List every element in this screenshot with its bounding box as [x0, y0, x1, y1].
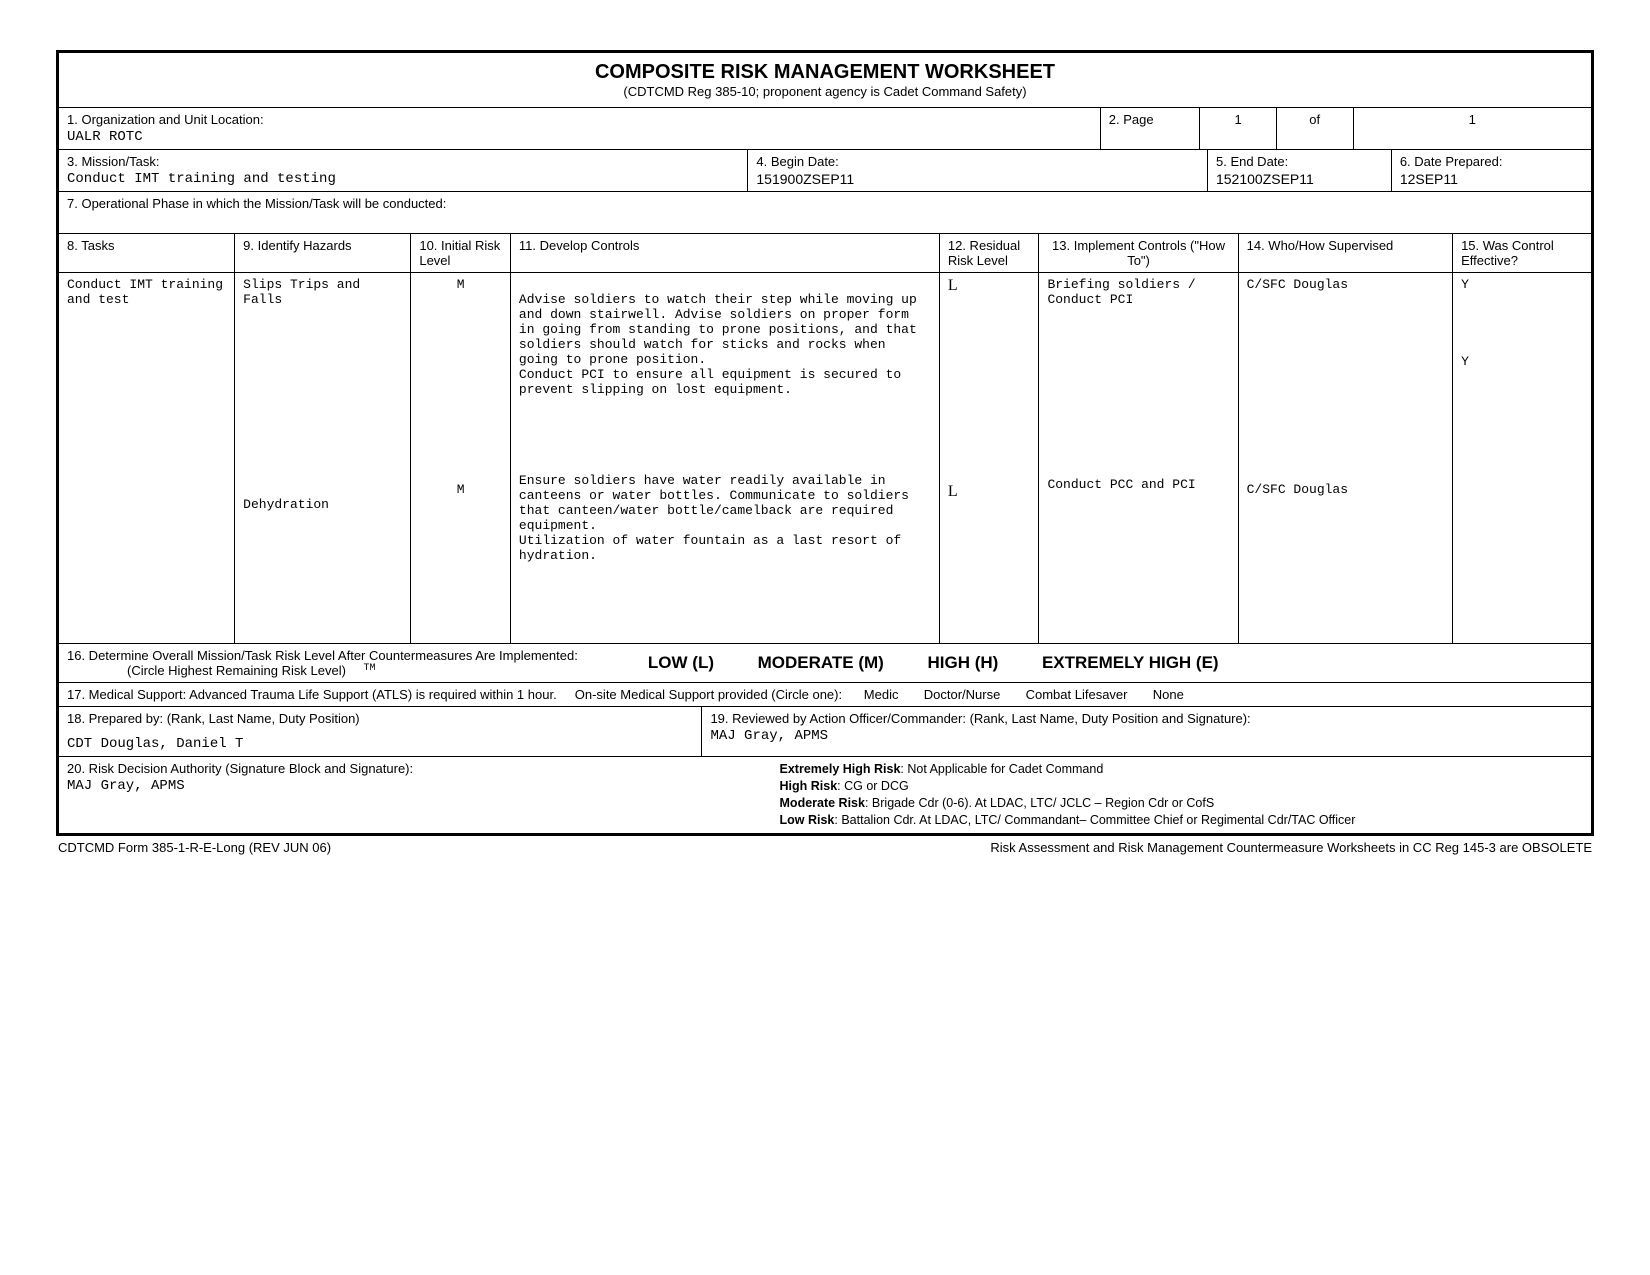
f6-label: 6. Date Prepared: — [1400, 154, 1583, 169]
col-initial: 10. Initial Risk Level — [411, 234, 511, 273]
f1-value: UALR ROTC — [67, 127, 1092, 145]
risk-ext: EXTREMELY HIGH (E) — [1042, 653, 1219, 672]
r1-controls: Advise soldiers to watch their step whil… — [519, 292, 931, 397]
row-overall-risk: 16. Determine Overall Mission/Task Risk … — [59, 644, 1591, 683]
effective-cell: Y Y — [1453, 273, 1591, 644]
row-org-page: 1. Organization and Unit Location: UALR … — [59, 108, 1591, 150]
r2-who: C/SFC Douglas — [1247, 482, 1444, 497]
col-residual: 12. Residual Risk Level — [940, 234, 1040, 273]
f6-value: 12SEP11 — [1400, 169, 1583, 187]
row-prepared-reviewed: 18. Prepared by: (Rank, Last Name, Duty … — [59, 707, 1591, 757]
row-decision-authority: 20. Risk Decision Authority (Signature B… — [59, 757, 1591, 833]
r2-implement: Conduct PCC and PCI — [1047, 477, 1229, 492]
row-task-headers: 8. Tasks 9. Identify Hazards 10. Initial… — [59, 234, 1591, 273]
f20-l-v: : Battalion Cdr. At LDAC, LTC/ Commandan… — [834, 813, 1355, 827]
f20-value: MAJ Gray, APMS — [67, 776, 780, 794]
f7-label: 7. Operational Phase in which the Missio… — [67, 196, 1583, 211]
f20-eh-l: Extremely High Risk — [780, 762, 901, 776]
f20-h-l: High Risk — [780, 779, 838, 793]
f5-value: 152100ZSEP11 — [1216, 169, 1383, 187]
hazard-cell: Slips Trips and Falls Dehydration — [235, 273, 411, 644]
f19-label: 19. Reviewed by Action Officer/Commander… — [710, 711, 1583, 726]
implement-cell: Briefing soldiers / Conduct PCI Conduct … — [1039, 273, 1238, 644]
cell-prepared-by: 18. Prepared by: (Rank, Last Name, Duty … — [59, 707, 702, 757]
cell-page-total: 1 — [1354, 108, 1591, 150]
form-title: COMPOSITE RISK MANAGEMENT WORKSHEET — [67, 61, 1583, 84]
f17-opts: Medic Doctor/Nurse Combat Lifesaver None — [864, 687, 1184, 702]
r2-hazard: Dehydration — [243, 497, 402, 512]
r1-task: Conduct IMT training and test — [67, 277, 223, 307]
f20-label: 20. Risk Decision Authority (Signature B… — [67, 761, 780, 776]
f4-label: 4. Begin Date: — [756, 154, 1199, 169]
r1-implement: Briefing soldiers / Conduct PCI — [1047, 277, 1229, 307]
cell-page-label: 2. Page — [1101, 108, 1201, 150]
r2-controls: Ensure soldiers have water readily avail… — [519, 473, 931, 563]
footer: CDTCMD Form 385-1-R-E-Long (REV JUN 06) … — [56, 836, 1594, 859]
f20-m-v: : Brigade Cdr (0-6). At LDAC, LTC/ JCLC … — [865, 796, 1214, 810]
cell-phase: 7. Operational Phase in which the Missio… — [59, 192, 1591, 234]
risk-high: HIGH (H) — [927, 653, 998, 672]
initial-cell: M M — [411, 273, 511, 644]
cell-mission: 3. Mission/Task: Conduct IMT training an… — [59, 150, 748, 192]
r2-initial: M — [419, 482, 502, 497]
f1-label: 1. Organization and Unit Location: — [67, 112, 1092, 127]
f3-label: 3. Mission/Task: — [67, 154, 739, 169]
form-subtitle: (CDTCMD Reg 385-10; proponent agency is … — [67, 84, 1583, 99]
r1-hazard: Slips Trips and Falls — [243, 277, 402, 307]
f4-value: 151900ZSEP11 — [756, 169, 1199, 187]
f18-label: 18. Prepared by: (Rank, Last Name, Duty … — [67, 711, 693, 726]
col-hazards: 9. Identify Hazards — [235, 234, 411, 273]
task-cell: Conduct IMT training and test — [59, 273, 235, 644]
r1-eff1: Y — [1461, 277, 1583, 292]
who-cell: C/SFC Douglas C/SFC Douglas — [1239, 273, 1453, 644]
row-mission-dates: 3. Mission/Task: Conduct IMT training an… — [59, 150, 1591, 192]
f19-value: MAJ Gray, APMS — [710, 726, 1583, 744]
cell-begin: 4. Begin Date: 151900ZSEP11 — [748, 150, 1208, 192]
f2-label: 2. Page — [1109, 112, 1192, 127]
risk-low: LOW (L) — [648, 653, 714, 672]
f18-value: CDT Douglas, Daniel T — [67, 734, 693, 752]
row-medical: 17. Medical Support: Advanced Trauma Lif… — [59, 683, 1591, 707]
f16-label-a: 16. Determine Overall Mission/Task Risk … — [67, 648, 628, 663]
cell-reviewed-by: 19. Reviewed by Action Officer/Commander… — [702, 707, 1591, 757]
crm-worksheet: COMPOSITE RISK MANAGEMENT WORKSHEET (CDT… — [56, 50, 1594, 836]
col-controls: 11. Develop Controls — [511, 234, 940, 273]
f2-total: 1 — [1362, 112, 1583, 127]
controls-cell: Advise soldiers to watch their step whil… — [511, 273, 940, 644]
f20-eh-v: : Not Applicable for Cadet Command — [900, 762, 1103, 776]
f2-of: of — [1285, 112, 1345, 127]
col-effective: 15. Was Control Effective? — [1453, 234, 1591, 273]
risk-level-options: LOW (L) MODERATE (M) HIGH (H) EXTREMELY … — [628, 653, 1583, 673]
footer-left: CDTCMD Form 385-1-R-E-Long (REV JUN 06) — [58, 840, 331, 855]
col-implement: 13. Implement Controls ("How To") — [1039, 234, 1238, 273]
f17-a: 17. Medical Support: Advanced Trauma Lif… — [67, 687, 557, 702]
r1-residual: L — [948, 277, 1031, 295]
title-row: COMPOSITE RISK MANAGEMENT WORKSHEET (CDT… — [59, 53, 1591, 108]
r1-initial: M — [419, 277, 502, 292]
col-who: 14. Who/How Supervised — [1239, 234, 1453, 273]
f5-label: 5. End Date: — [1216, 154, 1383, 169]
r1-eff2: Y — [1461, 354, 1583, 369]
residual-cell: L L — [940, 273, 1040, 644]
f2-page: 1 — [1208, 112, 1268, 127]
cell-page-of: of — [1277, 108, 1354, 150]
r2-residual: L — [948, 483, 1031, 501]
cell-prepared: 6. Date Prepared: 12SEP11 — [1392, 150, 1591, 192]
cell-end: 5. End Date: 152100ZSEP11 — [1208, 150, 1392, 192]
f16-label-b: (Circle Highest Remaining Risk Level) — [127, 663, 346, 678]
risk-mod: MODERATE (M) — [758, 653, 884, 672]
f16-tm: TM — [364, 663, 376, 674]
cell-org: 1. Organization and Unit Location: UALR … — [59, 108, 1101, 150]
row-task-body: Conduct IMT training and test Slips Trip… — [59, 273, 1591, 644]
f17-b: On-site Medical Support provided (Circle… — [575, 687, 842, 702]
col-tasks: 8. Tasks — [59, 234, 235, 273]
f3-value: Conduct IMT training and testing — [67, 169, 739, 187]
row-phase: 7. Operational Phase in which the Missio… — [59, 192, 1591, 234]
f20-h-v: : CG or DCG — [837, 779, 909, 793]
f20-m-l: Moderate Risk — [780, 796, 865, 810]
r1-who: C/SFC Douglas — [1247, 277, 1444, 292]
f20-l-l: Low Risk — [780, 813, 835, 827]
footer-right: Risk Assessment and Risk Management Coun… — [990, 840, 1592, 855]
cell-page-num: 1 — [1200, 108, 1277, 150]
